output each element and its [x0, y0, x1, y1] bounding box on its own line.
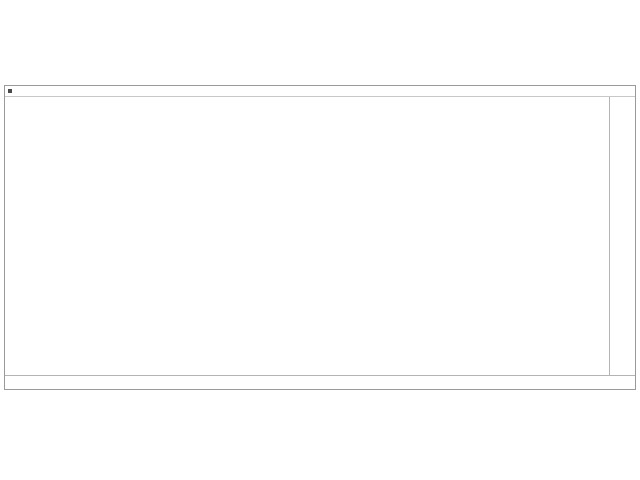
price-scale-axis[interactable]: [609, 86, 635, 375]
chart-window[interactable]: [4, 85, 636, 390]
time-scale-axis[interactable]: [5, 375, 635, 389]
plot-area[interactable]: [5, 86, 609, 375]
price-plot-svg: [5, 86, 609, 375]
